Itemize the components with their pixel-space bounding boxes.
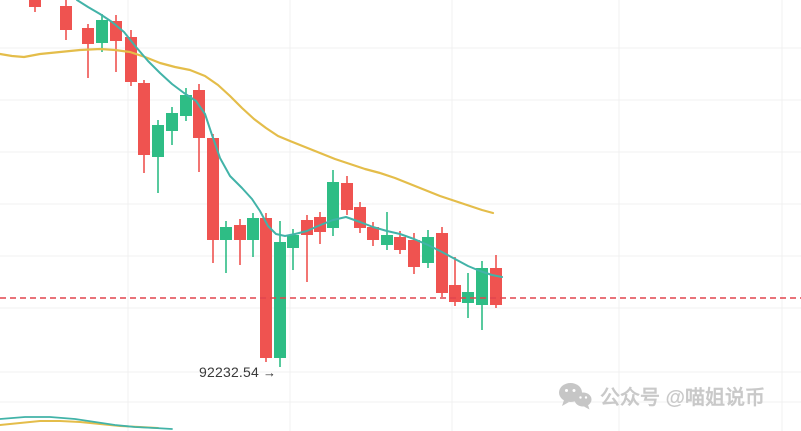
watermark-text: 公众号 @喵姐说币 xyxy=(600,387,766,409)
candle-body-up xyxy=(152,125,164,157)
candle-body-up xyxy=(220,227,232,240)
wechat-icon xyxy=(559,382,592,409)
candle-body-down xyxy=(207,138,219,240)
candle-body-down xyxy=(490,268,502,305)
watermark: 公众号 @喵姐说币 xyxy=(558,381,765,410)
candle-body-down xyxy=(436,233,448,293)
ma-fast-line xyxy=(76,0,503,278)
candle-body-up xyxy=(274,242,286,358)
candle-body-down xyxy=(354,207,366,228)
secondary-ma-fast-line xyxy=(0,416,173,430)
candle-body-down xyxy=(29,0,41,7)
candle-body-down xyxy=(110,21,122,41)
candle-body-down xyxy=(341,183,353,210)
candle-body-up xyxy=(247,218,259,240)
candle-body-up xyxy=(476,268,488,305)
candle-body-down xyxy=(193,90,205,138)
candle-body-up xyxy=(327,182,339,228)
candle-body-down xyxy=(82,28,94,44)
price-low-label: 92232.54 → xyxy=(199,364,276,380)
candle-body-up xyxy=(287,235,299,248)
candle-body-down xyxy=(60,6,72,30)
candle-body-down xyxy=(234,225,246,240)
candle-body-down xyxy=(449,285,461,302)
candle-body-up xyxy=(180,95,192,116)
arrow-right-icon: → xyxy=(263,364,277,380)
candle-body-up xyxy=(96,20,108,43)
candle-body-up xyxy=(381,235,393,245)
candle-body-up xyxy=(422,237,434,263)
candle-body-down xyxy=(408,240,420,267)
candle-body-down xyxy=(394,237,406,250)
candle-body-down xyxy=(125,37,137,82)
candle-body-down xyxy=(138,83,150,155)
ma-slow-line xyxy=(0,47,495,215)
candle-body-down xyxy=(260,218,272,358)
price-low-value: 92232.54 xyxy=(199,364,259,380)
candle-body-down xyxy=(367,227,379,240)
candle-body-up xyxy=(166,113,178,131)
candle-body-up xyxy=(462,292,474,303)
